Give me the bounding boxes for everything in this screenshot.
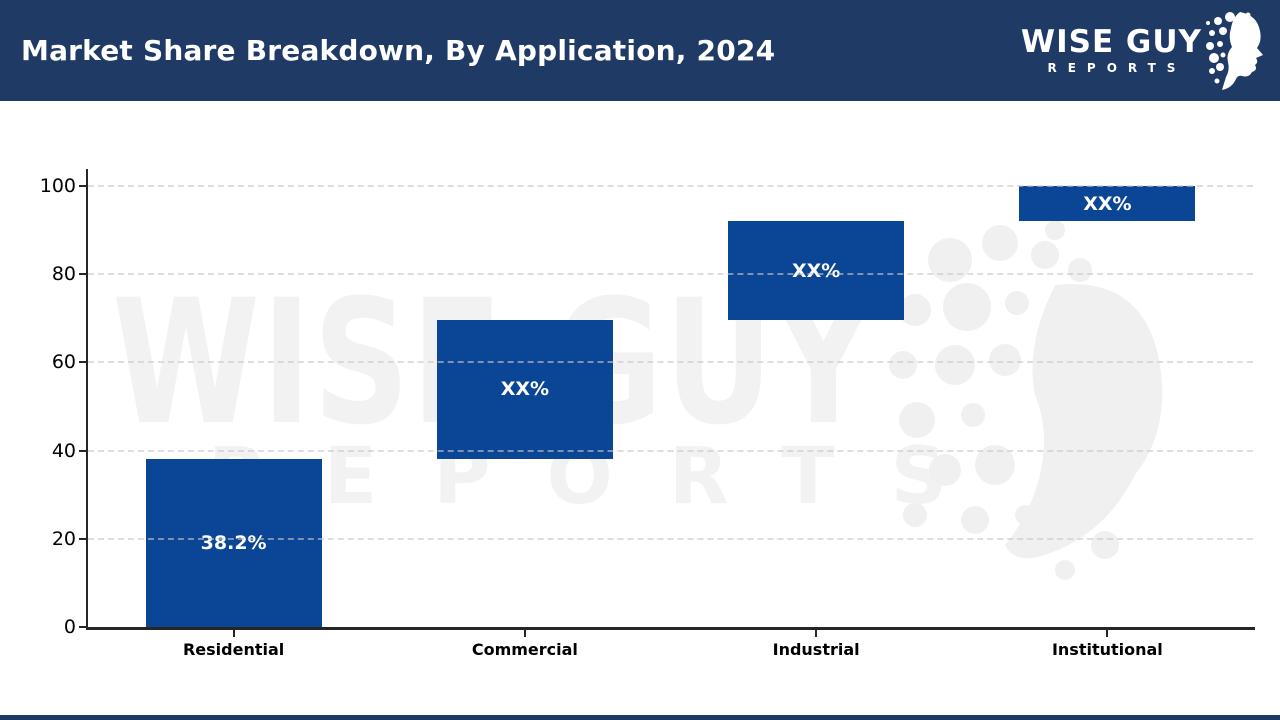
bar-industrial: XX% [728, 221, 905, 321]
x-category-label: Residential [182, 640, 285, 659]
x-tick-mark [815, 629, 818, 637]
x-tick-mark [1106, 629, 1109, 637]
gridline-80 [88, 273, 1253, 276]
dotted-head-icon [1206, 11, 1263, 90]
y-tick-mark [79, 185, 87, 187]
bar-institutional: XX% [1019, 186, 1196, 222]
footer-bar [0, 715, 1280, 720]
brand-logo-text: WISE GUY REPORTS [1021, 26, 1202, 75]
y-tick-mark [79, 361, 87, 364]
plot-area: 38.2% XX% XX% XX% 0 20 40 60 80 100 Residential Com… [40, 175, 1253, 659]
x-category-label: Industrial [772, 640, 860, 659]
bar-value-label: XX% [1083, 192, 1132, 215]
brand-subname: REPORTS [1047, 60, 1187, 75]
gridline-60 [88, 361, 1253, 364]
bar-residential: 38.2% [145, 458, 322, 627]
gridline-40 [88, 449, 1253, 452]
x-axis-line [86, 627, 1255, 630]
gridline-100 [88, 185, 1253, 187]
x-tick-mark [523, 629, 526, 637]
x-tick-mark [232, 629, 235, 637]
brand-logo: WISE GUY REPORTS [1021, 9, 1280, 93]
header-bar: Market Share Breakdown, By Application, … [0, 0, 1280, 101]
y-tick-mark [79, 273, 87, 276]
bar-value-label: 38.2% [200, 531, 267, 554]
y-axis-line [86, 169, 88, 630]
y-tick-label: 100 [39, 175, 76, 197]
y-tick-label: 40 [51, 439, 76, 462]
x-category-label: Institutional [1051, 640, 1163, 659]
page-title: Market Share Breakdown, By Application, … [21, 34, 776, 67]
bar-value-label: XX% [500, 378, 550, 401]
y-tick-label: 80 [51, 263, 76, 286]
x-category-label: Commercial [471, 640, 578, 659]
y-tick-label: 0 [63, 616, 76, 638]
y-tick-mark [79, 626, 87, 628]
y-tick-label: 60 [51, 351, 76, 374]
y-tick-label: 20 [51, 527, 76, 550]
bar-commercial: XX% [436, 320, 613, 459]
gridline-20 [88, 537, 1253, 540]
bar-value-label: XX% [791, 259, 841, 282]
y-tick-mark [79, 537, 87, 540]
y-tick-mark [79, 449, 87, 452]
brand-name: WISE GUY [1020, 24, 1202, 61]
